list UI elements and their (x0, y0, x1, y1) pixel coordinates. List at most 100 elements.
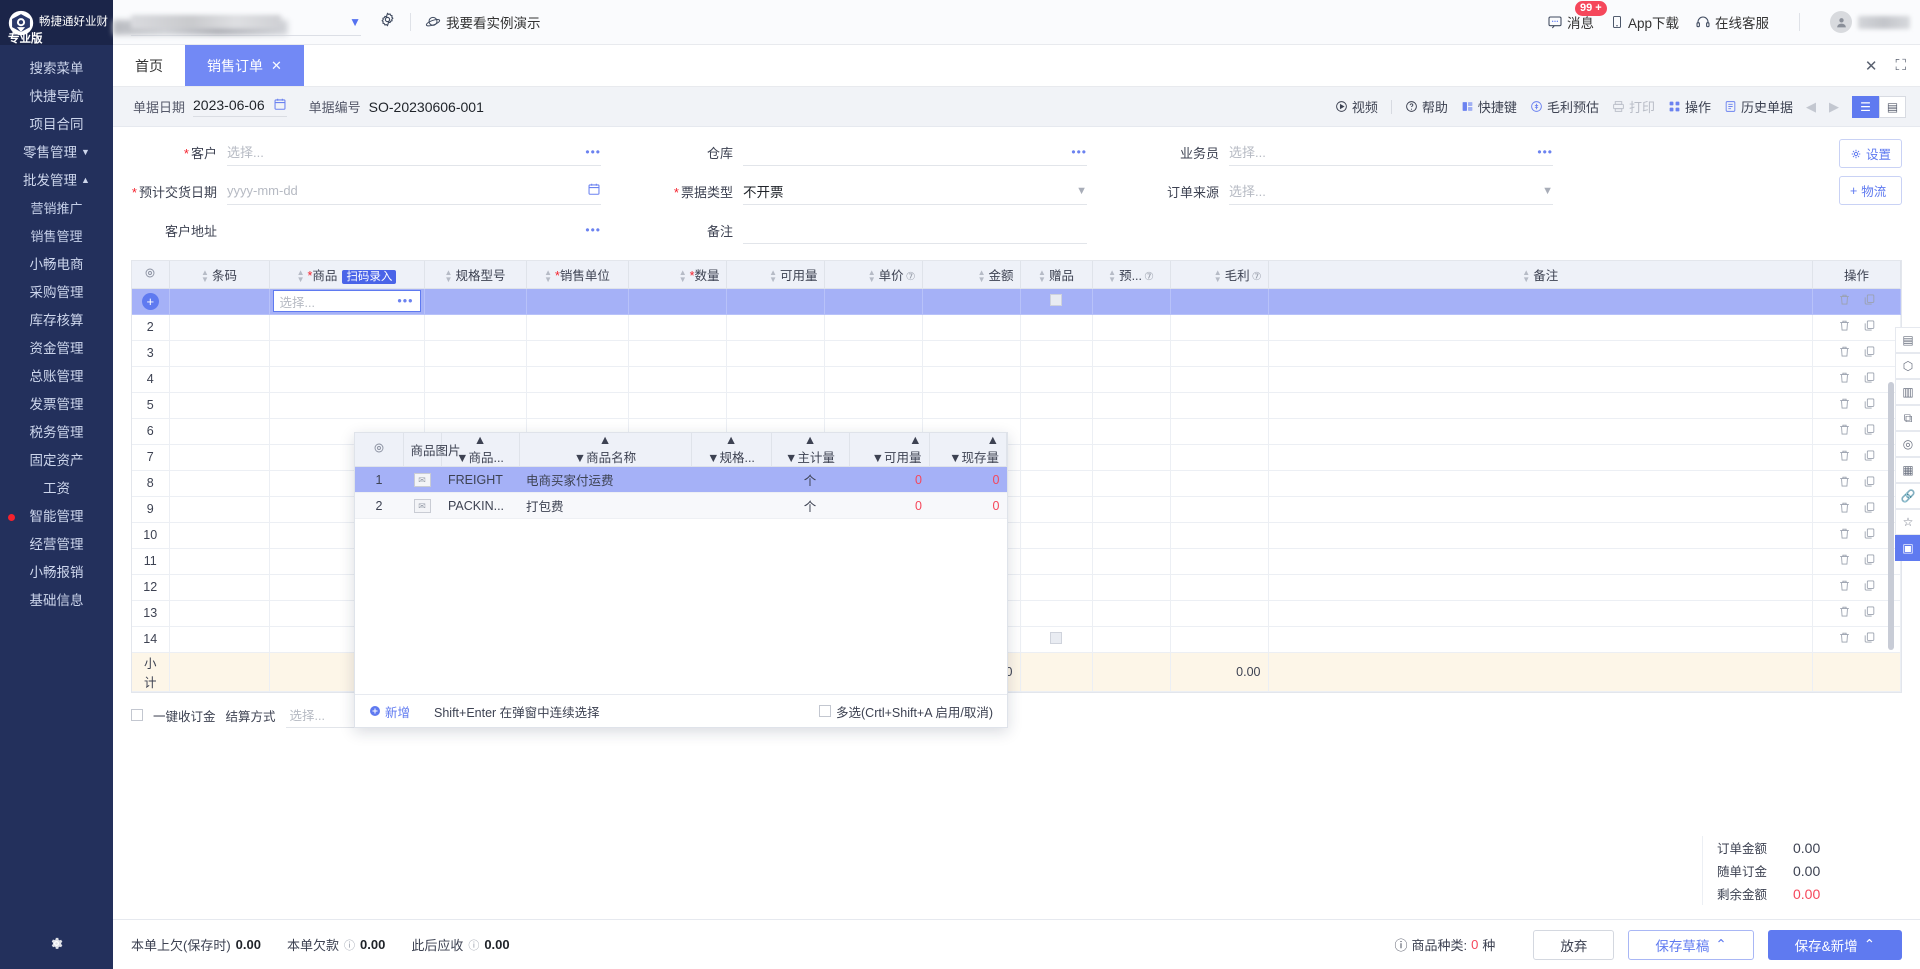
column-header-8[interactable]: ▲ ▼ 金额 (922, 261, 1021, 289)
popup-row[interactable]: 1 ✉ FREIGHT 电商买家付运费个 0 0 (355, 466, 1007, 493)
cell-actions[interactable] (1812, 288, 1901, 315)
sidebar-item-8[interactable]: 采购管理 (0, 279, 113, 307)
cell-profit[interactable] (1170, 444, 1269, 471)
app-download-button[interactable]: App下载 (1610, 12, 1679, 32)
popup-column-1[interactable]: 商品图片 (403, 433, 461, 467)
copy-icon[interactable] (1863, 424, 1876, 439)
popup-column-4[interactable]: ▲ ▼规格... (691, 433, 772, 467)
cell-barcode[interactable] (169, 522, 270, 549)
cell-spec[interactable] (424, 366, 527, 393)
cell-profit[interactable] (1170, 314, 1269, 341)
trash-icon[interactable] (1838, 424, 1851, 439)
cell-estimate[interactable] (1092, 288, 1171, 315)
sidebar-item-4[interactable]: 批发管理 ▲ (0, 167, 113, 195)
rail-flow-icon[interactable]: ⧉ (1895, 405, 1920, 431)
checkbox-icon[interactable] (1050, 631, 1062, 644)
cell-barcode[interactable] (169, 470, 270, 497)
calendar-icon[interactable] (587, 182, 601, 199)
field-warehouse[interactable]: 仓库 ••• (647, 137, 1087, 167)
cell-amount[interactable] (922, 288, 1021, 315)
field-customer-input[interactable]: 选择... ••• (227, 138, 601, 166)
cell-gift[interactable] (1020, 600, 1093, 627)
more-options-icon[interactable]: ••• (1071, 144, 1087, 159)
org-selector[interactable]: ▼ (113, 8, 361, 36)
sort-icon[interactable]: ▲ ▼ (1038, 268, 1046, 285)
cell-unit[interactable] (526, 288, 629, 315)
cell-estimate[interactable] (1092, 444, 1171, 471)
field-customer-address-input[interactable]: ••• (227, 216, 601, 244)
table-row[interactable]: 5 (132, 392, 1901, 419)
cell-qty[interactable] (628, 288, 727, 315)
popup-row[interactable]: 2 ✉ PACKIN... 打包费个 0 0 (355, 492, 1007, 519)
cell-barcode[interactable] (169, 288, 270, 315)
table-row[interactable]: 3 (132, 340, 1901, 367)
cell-barcode[interactable] (169, 340, 270, 367)
field-salesperson[interactable]: 业务员 选择... ••• (1133, 137, 1553, 167)
field-invoice-type[interactable]: * 票据类型 不开票 ▼ (647, 176, 1087, 206)
trash-icon[interactable] (1838, 606, 1851, 621)
copy-icon[interactable] (1863, 372, 1876, 387)
cell-estimate[interactable] (1092, 392, 1171, 419)
settings-button[interactable]: 设置 (1838, 139, 1902, 168)
sort-icon[interactable]: ▲ ▼ (544, 268, 553, 285)
cell-product[interactable] (269, 340, 425, 367)
rail-attach-icon[interactable]: 🔗 (1895, 483, 1920, 509)
column-header-6[interactable]: ▲ ▼ 可用量 (726, 261, 825, 289)
trash-icon[interactable] (1838, 554, 1851, 569)
sidebar-item-3[interactable]: 零售管理 ▼ (0, 139, 113, 167)
sidebar-settings-button[interactable] (0, 917, 113, 969)
save-draft-button[interactable]: 保存草稿 ⌃ (1628, 929, 1754, 960)
copy-icon[interactable] (1863, 450, 1876, 465)
copy-icon[interactable] (1863, 320, 1876, 335)
copy-icon[interactable] (1863, 502, 1876, 517)
sort-icon[interactable]: ▲ ▼ (867, 268, 876, 285)
cell-profit[interactable] (1170, 366, 1269, 393)
checkbox-icon[interactable] (1050, 293, 1062, 306)
sidebar-item-7[interactable]: 小畅电商 (0, 251, 113, 279)
sort-icon[interactable]: ▲ ▼ (949, 433, 999, 465)
copy-icon[interactable] (1863, 346, 1876, 361)
popup-multiselect-toggle[interactable]: 多选(Crtl+Shift+A 启用/取消) (819, 702, 993, 721)
cell-gift[interactable] (1020, 522, 1093, 549)
copy-icon[interactable] (1863, 528, 1876, 543)
sidebar-item-2[interactable]: 项目合同 (0, 111, 113, 139)
sort-icon[interactable]: ▲ ▼ (296, 268, 305, 285)
rail-chart-icon[interactable]: ▦ (1895, 457, 1920, 483)
cell-actions[interactable] (1812, 392, 1901, 419)
sidebar-item-12[interactable]: 发票管理 (0, 391, 113, 419)
cell-actions[interactable] (1812, 574, 1901, 601)
popup-column-2[interactable]: ▲ ▼商品... (441, 433, 520, 467)
cell-spec[interactable] (424, 288, 527, 315)
cell-actions[interactable] (1812, 470, 1901, 497)
column-header-9[interactable]: ▲ ▼ 赠品 (1020, 261, 1093, 289)
sidebar-item-17[interactable]: 经营管理 (0, 531, 113, 559)
sidebar-item-10[interactable]: 资金管理 (0, 335, 113, 363)
cell-price[interactable] (824, 288, 923, 315)
doc-date-field[interactable]: 2023-06-06 (193, 97, 287, 117)
sidebar-item-6[interactable]: 销售管理 (0, 223, 113, 251)
cell-profit[interactable] (1170, 288, 1269, 315)
cell-profit[interactable] (1170, 574, 1269, 601)
rail-target-icon[interactable]: ◎ (1895, 431, 1920, 457)
chevron-right-icon[interactable]: ▶ (1829, 98, 1839, 114)
cell-gift[interactable] (1020, 496, 1093, 523)
product-search-input[interactable]: 选择... ••• (272, 290, 421, 312)
copy-icon[interactable] (1863, 580, 1876, 595)
column-header-0[interactable] (132, 261, 170, 289)
toolbar-coin-button[interactable]: 毛利预估 (1530, 97, 1599, 116)
online-service-button[interactable]: 在线客服 (1695, 12, 1769, 32)
messages-button[interactable]: 消息 99 + (1547, 1, 1607, 32)
sidebar-item-9[interactable]: 库存核算 (0, 307, 113, 335)
question-circle-icon[interactable]: ⑦ (1143, 270, 1154, 283)
field-salesperson-input[interactable]: 选择... ••• (1229, 138, 1553, 166)
sort-icon[interactable]: ▲ ▼ (871, 433, 922, 465)
cell-spec[interactable] (424, 314, 527, 341)
cell-remark[interactable] (1268, 548, 1813, 575)
cell-actions[interactable] (1812, 548, 1901, 575)
cell-barcode[interactable] (169, 626, 270, 653)
sort-icon[interactable]: ▲ ▼ (977, 268, 986, 285)
trash-icon[interactable] (1838, 632, 1851, 647)
cell-price[interactable] (824, 366, 923, 393)
user-menu[interactable] (1830, 11, 1910, 33)
cell-gift[interactable] (1020, 470, 1093, 497)
